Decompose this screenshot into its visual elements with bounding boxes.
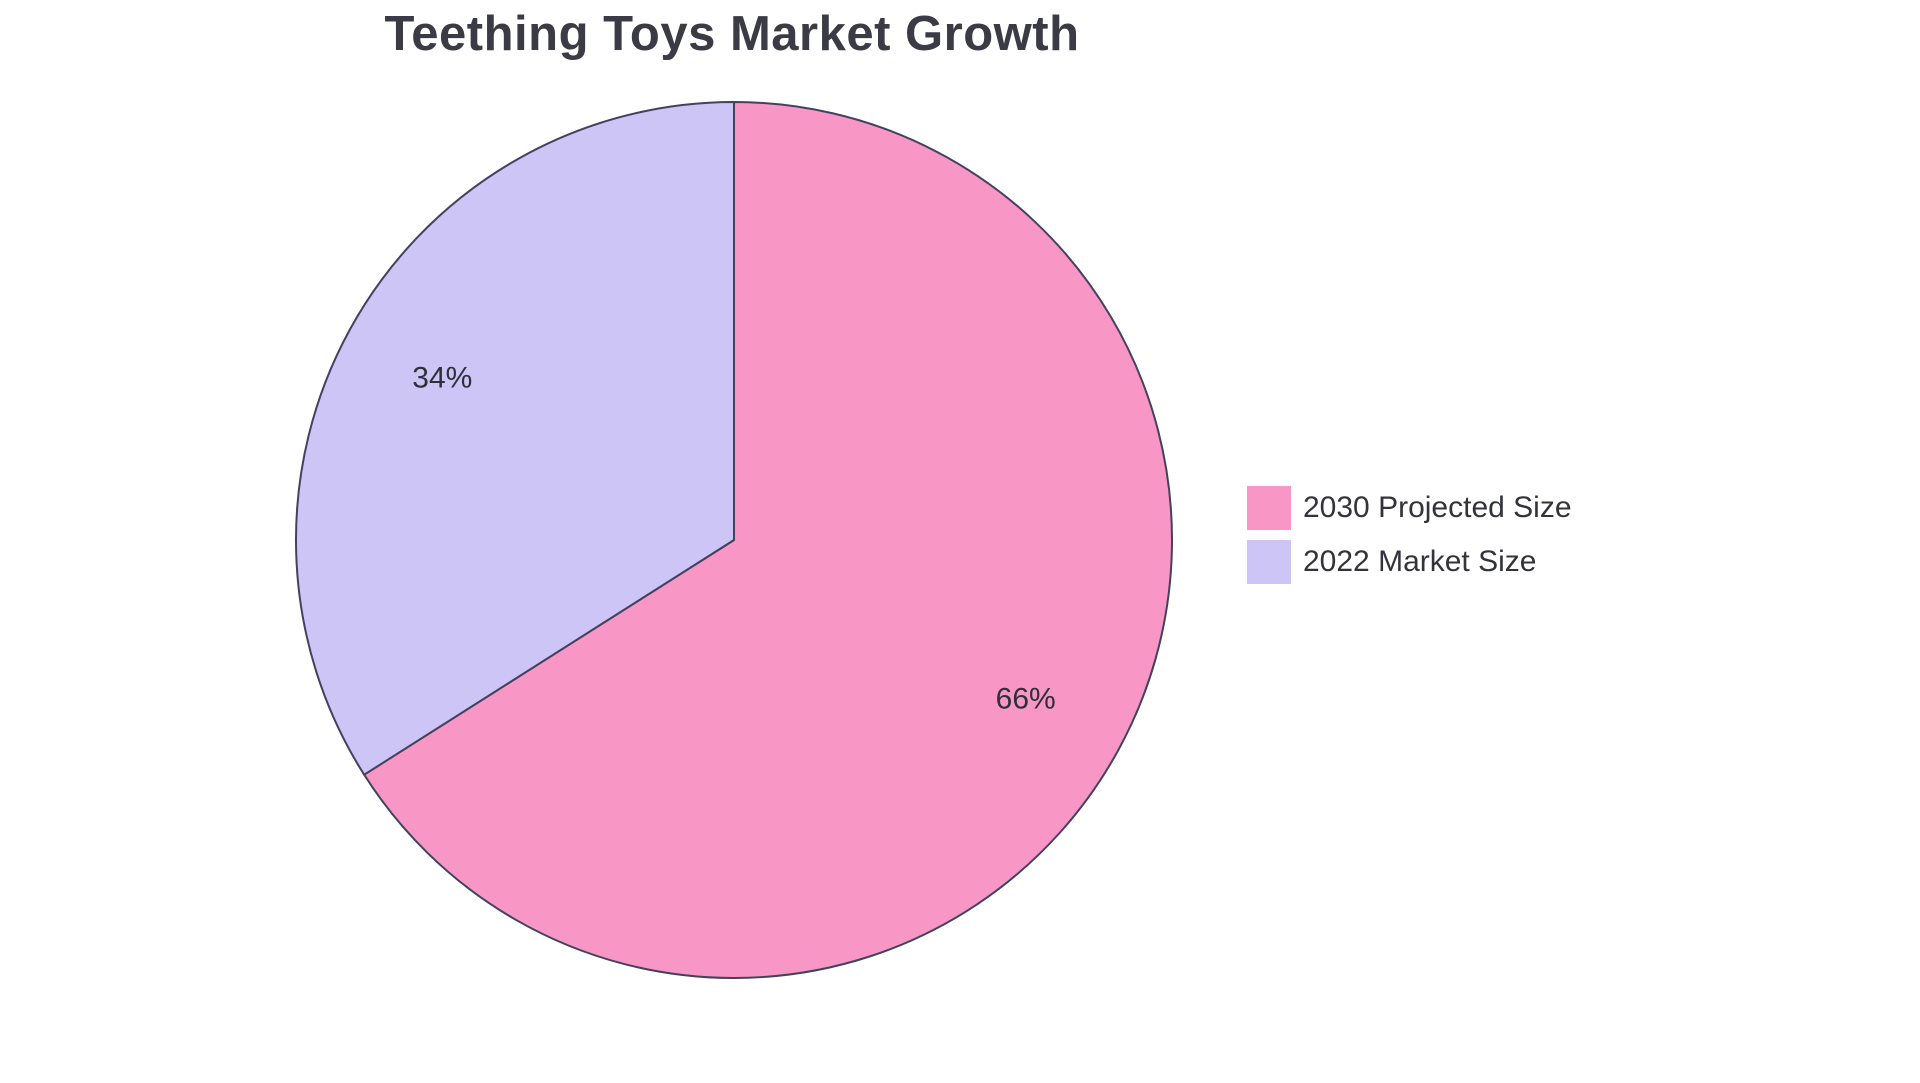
pie-slice-0[interactable] (363, 101, 1173, 979)
slice-percent-label-0: 66% (996, 682, 1056, 715)
legend: 2030 Projected Size 2022 Market Size (1247, 486, 1572, 584)
legend-swatch-1 (1247, 540, 1291, 584)
slice-percent-label-1: 34% (412, 362, 472, 395)
legend-item-1[interactable]: 2022 Market Size (1247, 540, 1572, 584)
legend-swatch-0 (1247, 486, 1291, 530)
legend-label-0: 2030 Projected Size (1303, 491, 1572, 524)
pie-chart: 66% 34% (295, 101, 1173, 979)
legend-label-1: 2022 Market Size (1303, 545, 1537, 578)
chart-title: Teething Toys Market Growth (384, 7, 1080, 61)
pie-slice-1[interactable] (295, 101, 735, 776)
legend-item-0[interactable]: 2030 Projected Size (1247, 486, 1572, 530)
